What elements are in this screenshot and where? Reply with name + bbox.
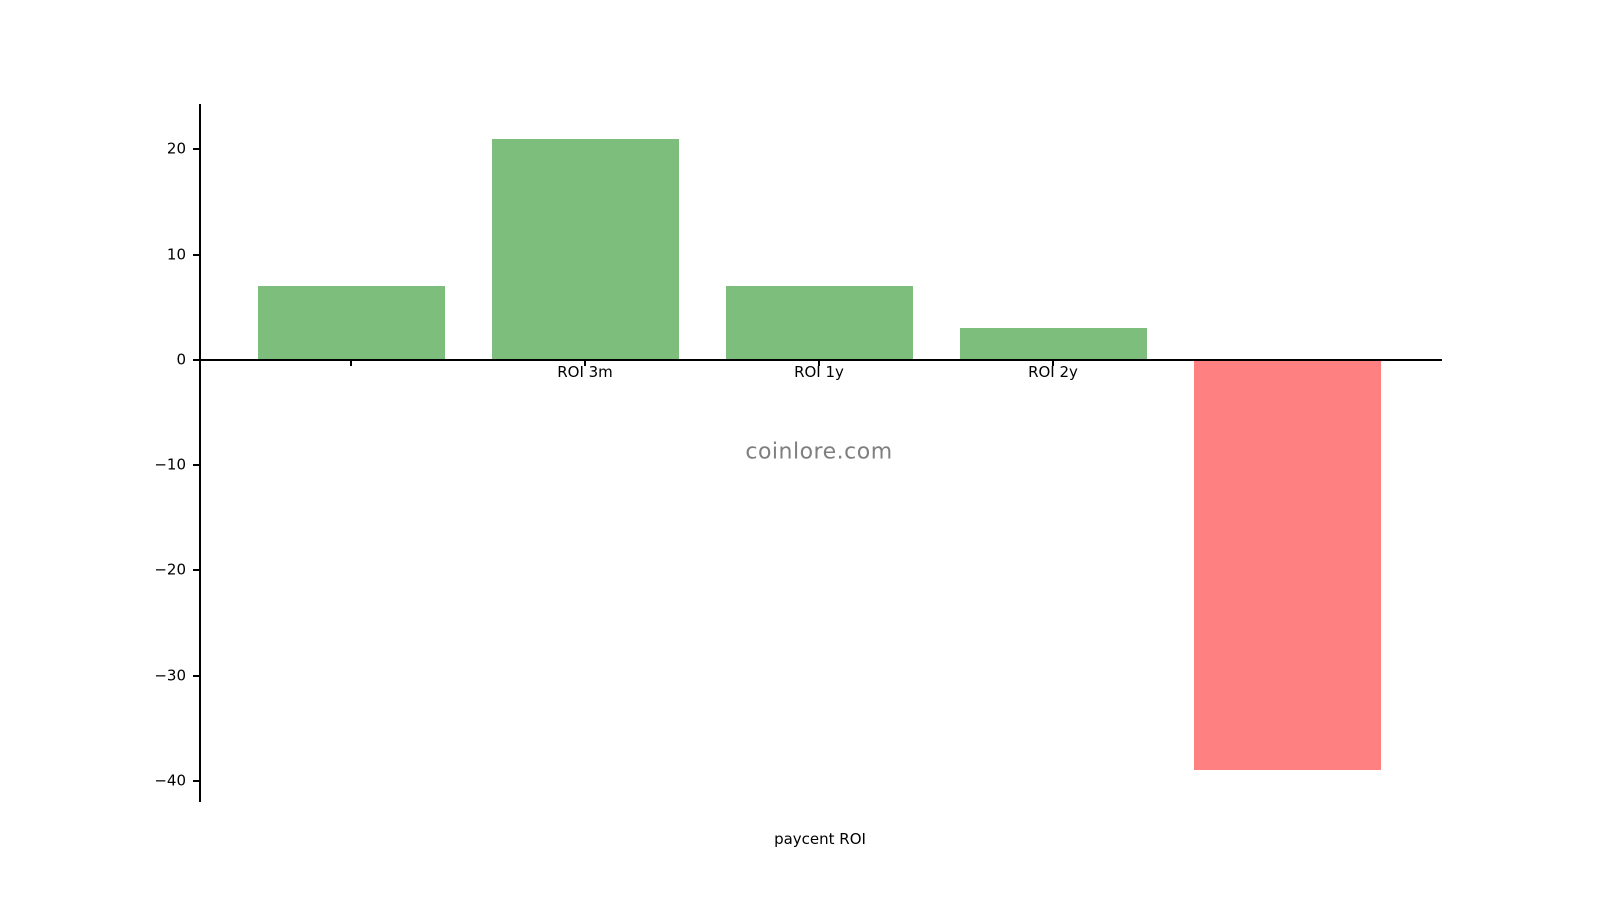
bar-0 — [257, 286, 445, 360]
x-tick — [1052, 359, 1054, 366]
y-tick — [193, 358, 199, 361]
y-tick — [193, 674, 199, 677]
bar-roi-2y — [959, 328, 1147, 360]
x-tick-label: ROI 3m — [557, 362, 613, 381]
x-tick — [350, 359, 352, 366]
bar-roi-3m — [491, 138, 679, 360]
x-axis-title: paycent ROI — [774, 830, 866, 848]
y-tick — [193, 464, 199, 467]
bar-4 — [1193, 359, 1381, 771]
y-tick-label: 20 — [166, 139, 186, 158]
y-tick-label: 0 — [176, 350, 186, 369]
watermark-text: coinlore.com — [745, 439, 893, 465]
x-tick-label: ROI 1y — [794, 362, 844, 381]
y-tick — [193, 779, 199, 782]
bar-roi-1y — [725, 286, 913, 360]
y-tick — [193, 148, 199, 151]
y-tick-label: 10 — [166, 245, 186, 264]
y-tick-label: −30 — [154, 666, 186, 685]
x-tick-label: ROI 2y — [1028, 362, 1078, 381]
y-tick — [193, 253, 199, 256]
x-tick — [818, 359, 820, 366]
y-tick-label: −40 — [154, 771, 186, 790]
y-tick — [193, 569, 199, 572]
y-tick-label: −20 — [154, 560, 186, 579]
y-axis-line — [199, 104, 201, 802]
x-axis-line — [200, 358, 1442, 361]
y-tick-label: −10 — [154, 455, 186, 474]
x-tick — [584, 359, 586, 366]
